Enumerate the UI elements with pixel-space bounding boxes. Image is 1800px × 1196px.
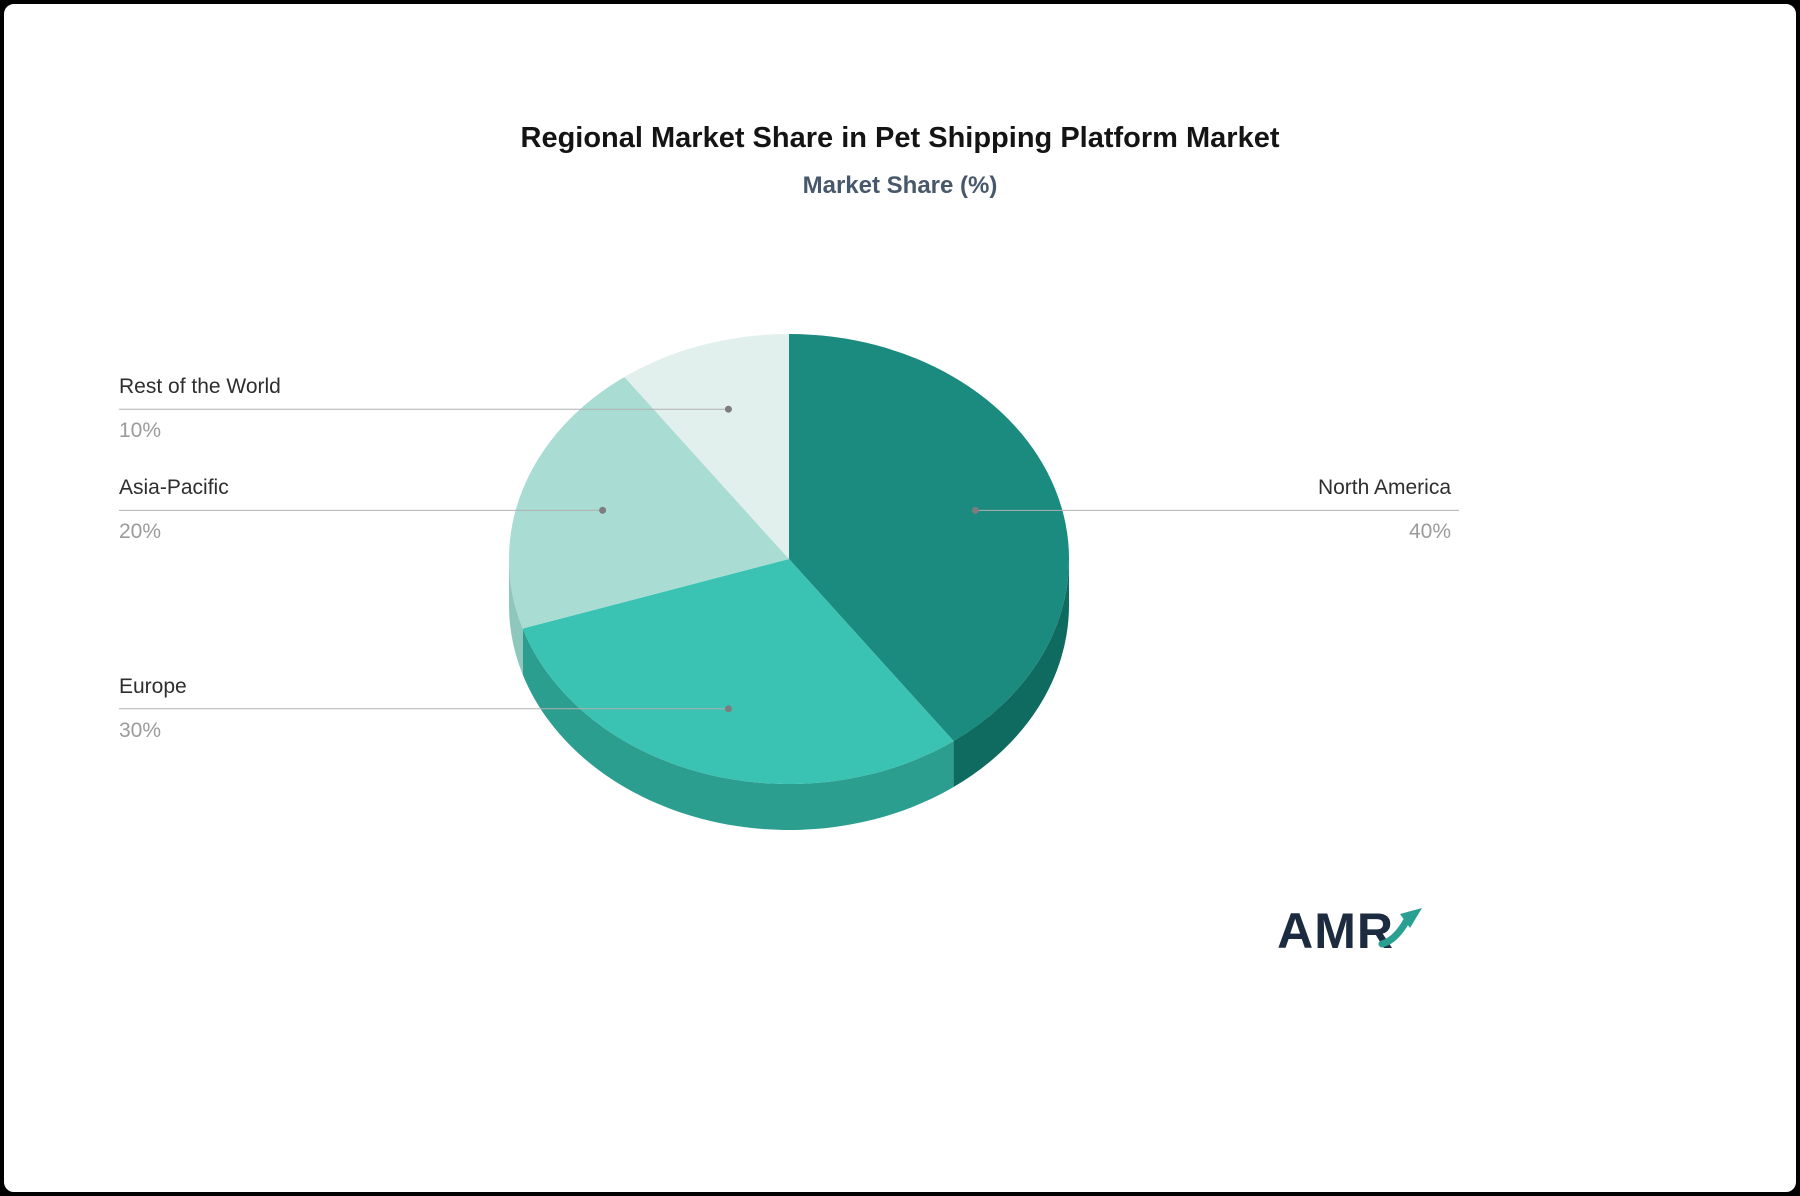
growth-arrow-icon bbox=[1378, 908, 1422, 948]
pie-slice bbox=[522, 628, 954, 831]
pie-chart-area: North America 40% Europe 30% Asia-Pacific 20%… bbox=[4, 4, 1796, 1192]
pie-slice bbox=[522, 559, 954, 784]
slice-label: Asia-Pacific bbox=[119, 476, 229, 500]
pie-slice bbox=[624, 334, 789, 559]
amr-logo-text: AMR bbox=[1277, 903, 1394, 959]
leader-dot bbox=[971, 506, 979, 514]
chart-title: Regional Market Share in Pet Shipping Pl… bbox=[520, 122, 1280, 154]
arrow-swoosh bbox=[1378, 916, 1411, 948]
amr-logo: AMR bbox=[1277, 902, 1424, 960]
slice-label: Europe bbox=[119, 674, 187, 698]
slice-value: 10% bbox=[119, 419, 162, 443]
pie-slice bbox=[509, 376, 789, 629]
leader-dot bbox=[724, 405, 732, 413]
leader-dot bbox=[599, 506, 607, 514]
slice-value: 20% bbox=[119, 520, 162, 544]
pie-slice bbox=[789, 334, 1069, 742]
chart-subtitle: Market Share (%) bbox=[802, 172, 998, 199]
pie-chart bbox=[119, 334, 1459, 831]
slice-label: North America bbox=[1317, 476, 1451, 500]
pie-slice bbox=[509, 559, 523, 675]
leader-dot bbox=[724, 705, 732, 713]
pie-slice bbox=[953, 559, 1069, 788]
arrow-head bbox=[1400, 908, 1422, 928]
slice-value: 30% bbox=[119, 718, 162, 742]
slice-value: 40% bbox=[1408, 520, 1451, 544]
slice-label: Rest of the World bbox=[119, 375, 281, 399]
